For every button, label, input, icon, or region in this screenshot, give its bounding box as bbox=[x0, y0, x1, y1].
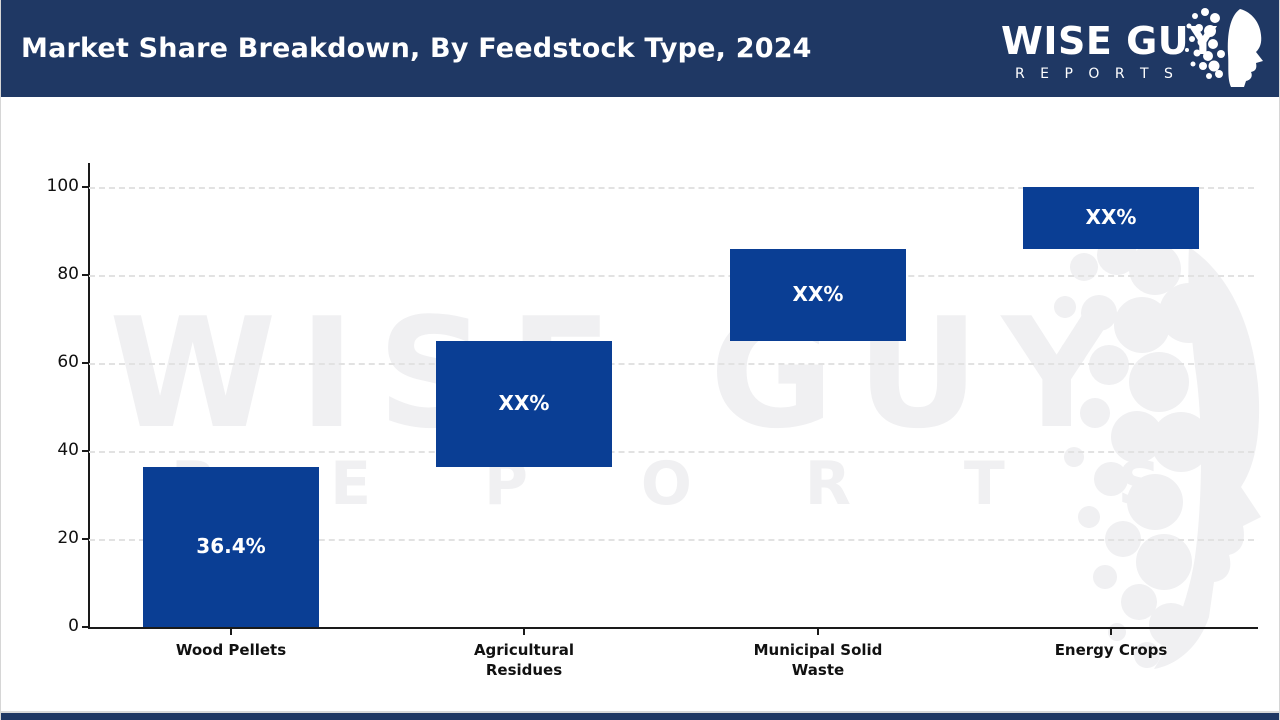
x-category-label: Energy Crops bbox=[1054, 641, 1168, 659]
bottom-divider bbox=[1, 711, 1279, 713]
y-tick-mark bbox=[82, 450, 89, 452]
bar-value-label: XX% bbox=[1085, 205, 1137, 230]
wiseguy-logo: WISE GUY R E P O R T S bbox=[999, 6, 1267, 92]
watermark-text-line2: R E P O R T S bbox=[171, 449, 1207, 519]
logo-head-dots-icon bbox=[1185, 7, 1225, 79]
y-tick-mark bbox=[82, 626, 89, 628]
bar-agricultural-residues: XX% bbox=[436, 341, 612, 467]
bar-value-label: XX% bbox=[498, 390, 550, 415]
wiseguy-logo-graphic: WISE GUY R E P O R T S bbox=[1001, 7, 1263, 87]
y-tick-mark bbox=[82, 362, 89, 364]
page-title: Market Share Breakdown, By Feedstock Typ… bbox=[21, 33, 812, 64]
bar-energy-crops: XX% bbox=[1023, 187, 1199, 250]
y-tick-label: 60 bbox=[57, 352, 79, 372]
bar-municipal-solid-waste: XX% bbox=[730, 249, 906, 341]
logo-wordmark: WISE GUY bbox=[1001, 19, 1217, 63]
x-tick-mark bbox=[230, 629, 232, 635]
y-tick-mark bbox=[82, 186, 89, 188]
grid-line bbox=[89, 275, 1254, 277]
x-category-label: Municipal Solid Waste bbox=[753, 641, 883, 679]
footer-bar bbox=[1, 713, 1279, 720]
bar-value-label: 36.4% bbox=[196, 533, 266, 558]
grid-line bbox=[89, 539, 1254, 541]
y-tick-label: 100 bbox=[46, 176, 79, 196]
y-tick-mark bbox=[82, 274, 89, 276]
bar-value-label: XX% bbox=[792, 282, 844, 307]
y-tick-label: 80 bbox=[57, 264, 79, 284]
bar-wood-pellets: 36.4% bbox=[143, 466, 319, 627]
y-tick-mark bbox=[82, 538, 89, 540]
grid-line bbox=[89, 187, 1254, 189]
grid-line bbox=[89, 363, 1254, 365]
x-category-label: Agricultural Residues bbox=[473, 641, 575, 679]
y-tick-label: 40 bbox=[57, 440, 79, 460]
x-tick-mark bbox=[1110, 629, 1112, 635]
x-axis-line bbox=[88, 627, 1258, 629]
x-tick-mark bbox=[817, 629, 819, 635]
y-tick-label: 20 bbox=[57, 528, 79, 548]
watermark-head-icon bbox=[1050, 235, 1261, 669]
logo-subtext: R E P O R T S bbox=[1015, 66, 1178, 82]
header-bar: Market Share Breakdown, By Feedstock Typ… bbox=[1, 0, 1279, 97]
x-category-label: Wood Pellets bbox=[175, 641, 287, 659]
grid-line bbox=[89, 451, 1254, 453]
logo-face-profile-icon bbox=[1227, 8, 1263, 87]
chart-area: WISE GUY R E P O R T S 0 20 40 60 80 100 36.4%… bbox=[1, 97, 1279, 711]
y-tick-label: 0 bbox=[68, 616, 79, 636]
x-tick-mark bbox=[523, 629, 525, 635]
y-axis-line bbox=[88, 163, 90, 629]
